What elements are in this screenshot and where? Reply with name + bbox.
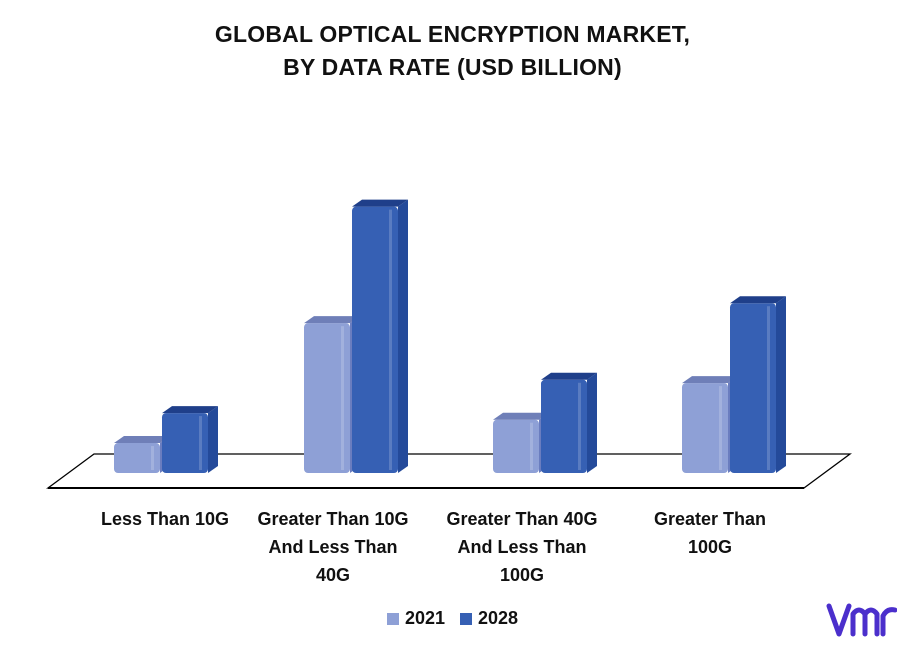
bar-2028-3-top [730, 296, 786, 304]
bar-2028-1 [352, 206, 398, 473]
bar-2028-2 [541, 379, 587, 473]
chart-title-line-2: BY DATA RATE (USD BILLION) [283, 54, 622, 80]
category-label-3: Greater Than 100G [615, 505, 805, 561]
category-label-2: Greater Than 40G And Less Than 100G [427, 505, 617, 589]
chart-title-line-1: GLOBAL OPTICAL ENCRYPTION MARKET, [214, 21, 691, 47]
bar-2028-3-side [776, 296, 786, 473]
category-label-2-line-1: And Less Than [457, 537, 587, 557]
category-label-1-line-0: Greater Than 10G [257, 509, 409, 529]
bar-2028-0-highlight [199, 416, 202, 470]
legend-label-2021: 2021 [404, 608, 445, 628]
chart-title: GLOBAL OPTICAL ENCRYPTION MARKET, BY DAT… [0, 18, 905, 84]
category-label-1-line-2: 40G [315, 565, 351, 585]
bar-2021-3-highlight [719, 386, 722, 470]
bar-2028-0-side [208, 406, 218, 473]
bar-2021-2-highlight [530, 422, 533, 470]
bar-2028-0 [162, 413, 208, 473]
bar-2028-1-top [352, 199, 408, 207]
legend-label-2028: 2028 [478, 608, 519, 628]
bar-2021-1-highlight [341, 326, 344, 470]
legend-item-2028: 2028 [460, 608, 518, 629]
category-label-1: Greater Than 10G And Less Than 40G [238, 505, 428, 589]
bar-2028-0-top [162, 406, 218, 414]
bar-2028-1-highlight [389, 209, 392, 470]
bar-2021-2-top [493, 412, 549, 420]
bar-2021-0-top [114, 436, 170, 444]
bar-2021-0 [114, 443, 160, 473]
bar-2028-3 [730, 303, 776, 473]
bar-2028-2-highlight [578, 382, 581, 470]
vmr-logo-icon [826, 603, 897, 637]
bar-2021-2 [493, 419, 539, 473]
category-label-3-line-0: Greater Than [653, 509, 767, 529]
bar-2021-3-top [682, 376, 738, 384]
bar-2021-1 [304, 323, 350, 473]
category-label-2-line-2: 100G [499, 565, 545, 585]
bar-2021-1-top [304, 316, 360, 324]
bar-2028-3-highlight [767, 306, 770, 470]
legend-swatch-2028 [460, 612, 472, 625]
category-label-3-line-1: 100G [687, 537, 733, 557]
legend-item-2021: 2021 [386, 608, 445, 629]
legend-swatch-2021 [386, 612, 399, 625]
bar-2021-0-highlight [151, 446, 154, 470]
bar-2028-2-top [541, 372, 597, 380]
category-label-2-line-0: Greater Than 40G [446, 509, 598, 529]
category-label-0: Less Than 10G [70, 505, 260, 533]
bar-2028-1-side [398, 199, 408, 473]
legend: 2021 2028 [0, 608, 905, 630]
category-label-1-line-1: And Less Than [268, 537, 398, 557]
bar-2028-2-side [587, 372, 597, 473]
bar-2021-3 [682, 383, 728, 473]
category-label-0-line-0: Less Than 10G [100, 509, 230, 529]
